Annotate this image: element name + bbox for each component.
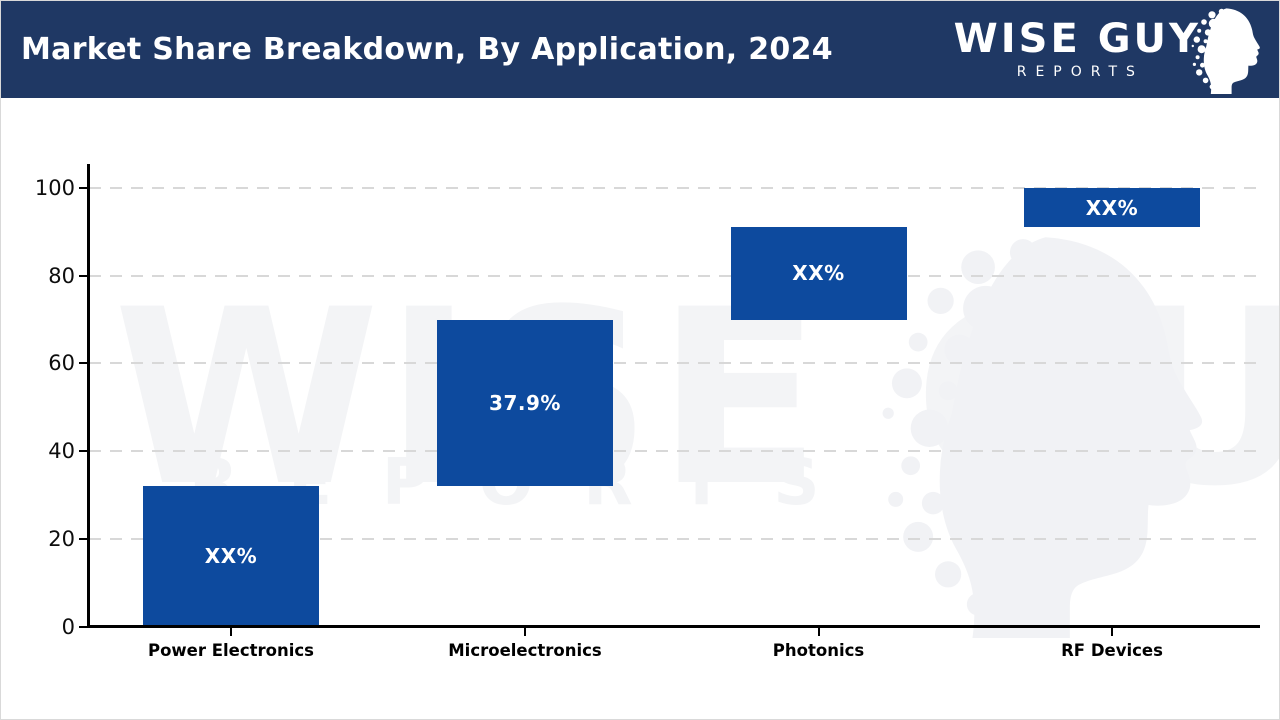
watermark-wordmark: WISE GUY [113, 258, 1279, 540]
x-tick-mark [230, 628, 232, 636]
brand-name: WISE GUY [953, 16, 1201, 62]
y-tick-label: 100 [34, 176, 75, 200]
y-tick-label: 0 [61, 614, 75, 639]
x-axis-category-label: RF Devices [1061, 641, 1163, 660]
x-tick-mark [524, 628, 526, 636]
bar: XX% [730, 227, 907, 320]
gridline [89, 274, 1260, 277]
gridline [89, 450, 1260, 453]
bar: XX% [1024, 188, 1200, 228]
y-tick-label: 60 [48, 351, 75, 376]
bar-value-label: XX% [792, 261, 845, 286]
y-tick-label: 20 [48, 526, 75, 551]
x-axis-category-label: Power Electronics [147, 641, 315, 660]
x-tick-mark [817, 628, 820, 636]
y-tick-mark [79, 537, 88, 540]
gridline [89, 537, 1260, 540]
y-tick-label: 40 [48, 439, 75, 464]
gridline [89, 362, 1260, 365]
header: Market Share Breakdown, By Application, … [1, 1, 1279, 98]
chart-title: Market Share Breakdown, By Application, … [21, 32, 833, 67]
bar-value-label: XX% [1085, 195, 1139, 220]
brand-subtitle: REPORTS [1016, 64, 1144, 80]
x-axis-category-label: Photonics [772, 641, 865, 660]
y-tick-mark [79, 274, 88, 277]
brand-wordmark: WISE GUY REPORTS [954, 19, 1201, 80]
y-tick-label: 80 [48, 263, 75, 288]
x-tick-mark [1111, 628, 1113, 636]
y-tick-mark [79, 362, 88, 365]
bar: 37.9% [437, 319, 613, 486]
y-axis-line [87, 164, 90, 628]
bar: XX% [143, 485, 319, 627]
watermark-head-icon [882, 237, 1203, 638]
y-tick-mark [79, 187, 88, 189]
y-tick-mark [79, 625, 88, 628]
y-tick-mark [79, 450, 88, 453]
bar-value-label: 37.9% [489, 390, 561, 415]
brand-logo: WISE GUY REPORTS [954, 6, 1269, 94]
x-axis-category-label: Microelectronics [448, 641, 602, 660]
gridline [89, 187, 1260, 189]
bar-value-label: XX% [204, 544, 258, 569]
x-axis-line [87, 625, 1260, 628]
